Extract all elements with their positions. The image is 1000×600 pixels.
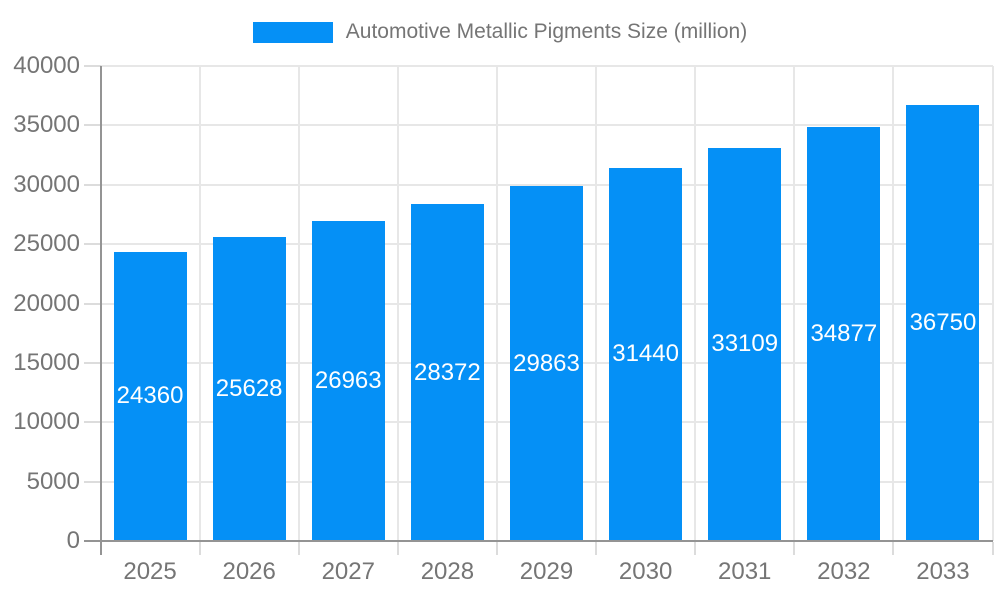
x-axis-tick — [991, 542, 994, 555]
x-axis-tick — [198, 542, 201, 555]
y-axis-tick — [83, 480, 101, 483]
x-tick-label: 2027 — [321, 558, 375, 585]
legend-color-swatch — [252, 21, 333, 43]
bar: 26963 — [311, 220, 385, 541]
legend-label: Automotive Metallic Pigments Size (milli… — [345, 20, 748, 43]
y-tick-label: 35000 — [13, 111, 80, 139]
y-axis-tick — [83, 124, 101, 127]
x-tick-label: 2032 — [817, 558, 871, 585]
x-axis-tick — [495, 542, 498, 555]
bar-value-label: 31440 — [612, 340, 679, 368]
legend-item[interactable]: Automotive Metallic Pigments Size (milli… — [252, 20, 748, 44]
x-tick-label: 2025 — [123, 558, 177, 585]
y-axis-tick — [83, 65, 101, 67]
gridline-vertical — [495, 66, 498, 541]
y-tick-label: 15000 — [13, 348, 80, 376]
gridline-vertical — [595, 66, 598, 541]
y-axis-tick — [83, 361, 101, 364]
gridline-vertical — [991, 66, 994, 541]
gridline-horizontal — [100, 65, 993, 67]
y-tick-label: 5000 — [26, 467, 80, 495]
bar: 33109 — [708, 147, 782, 541]
gridline-vertical — [297, 66, 300, 541]
chart-legend: Automotive Metallic Pigments Size (milli… — [0, 19, 1000, 45]
y-tick-label: 0 — [66, 527, 80, 554]
y-tick-label: 20000 — [13, 289, 80, 317]
bar: 28372 — [410, 204, 484, 541]
y-tick-label: 10000 — [13, 408, 80, 436]
bar-value-label: 24360 — [116, 382, 184, 410]
bar-value-label: 28372 — [414, 358, 481, 386]
y-tick-label: 30000 — [13, 170, 80, 198]
gridline-horizontal — [100, 124, 993, 127]
bar-value-label: 25628 — [215, 374, 283, 402]
gridline-vertical — [793, 66, 796, 541]
gridline-vertical — [694, 66, 697, 541]
y-tick-label: 25000 — [13, 230, 80, 258]
bar: 31440 — [609, 167, 683, 541]
x-tick-label: 2033 — [916, 558, 970, 585]
gridline-vertical — [892, 66, 895, 541]
x-tick-label: 2031 — [718, 558, 772, 585]
gridline-vertical — [396, 66, 399, 541]
x-axis-tick — [793, 542, 796, 555]
bar: 24360 — [113, 251, 187, 541]
y-axis-tick — [83, 243, 101, 246]
bar-value-label: 33109 — [711, 330, 779, 358]
gridline-vertical — [198, 66, 201, 541]
bar-value-label: 26963 — [314, 366, 382, 394]
x-axis-tick — [297, 542, 300, 555]
x-axis-tick — [694, 542, 697, 555]
x-axis-tick — [892, 542, 895, 555]
x-axis-tick — [396, 542, 399, 555]
y-axis-tick — [83, 302, 101, 305]
bar-value-label: 29863 — [513, 349, 580, 377]
x-axis-tick — [595, 542, 598, 555]
x-tick-label: 2028 — [420, 558, 475, 585]
x-tick-label: 2029 — [519, 558, 574, 585]
x-axis-line — [83, 540, 993, 542]
x-tick-label: 2026 — [222, 558, 276, 585]
bar-value-label: 34877 — [810, 319, 878, 347]
bar-value-label: 36750 — [909, 308, 977, 336]
bar: 29863 — [510, 186, 583, 541]
y-axis-tick — [83, 183, 101, 186]
x-tick-label: 2030 — [618, 558, 673, 585]
bar: 34877 — [807, 126, 881, 541]
y-axis-tick — [83, 421, 101, 424]
y-axis-line — [99, 66, 102, 555]
bar: 36750 — [906, 104, 980, 541]
gridline-horizontal — [100, 183, 993, 186]
y-tick-label: 40000 — [13, 52, 80, 79]
bar: 25628 — [212, 236, 286, 541]
